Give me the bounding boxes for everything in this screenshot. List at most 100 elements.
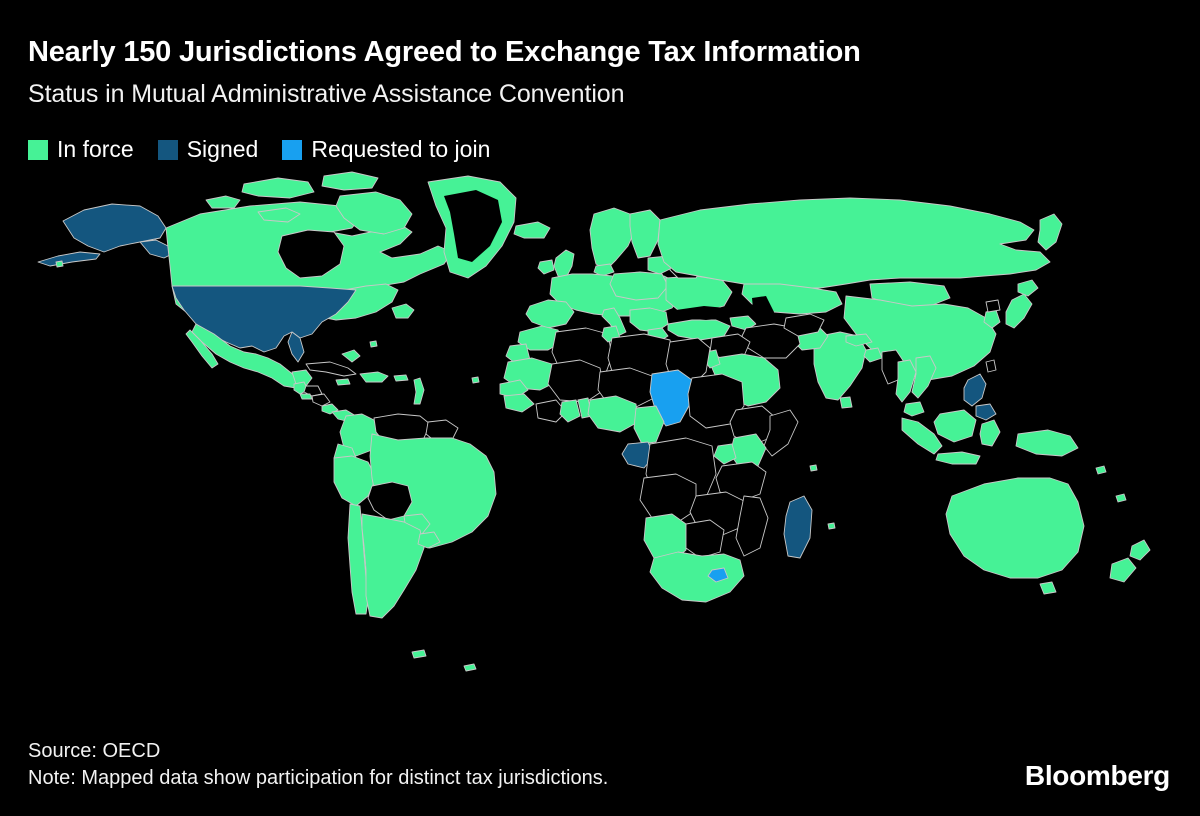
region-hawaii[interactable] bbox=[55, 260, 64, 268]
region-papua-new-guinea[interactable] bbox=[1015, 429, 1079, 457]
region-chad[interactable] bbox=[649, 369, 693, 427]
region-mali bbox=[547, 359, 605, 403]
region-iceland[interactable] bbox=[513, 221, 551, 239]
page-title: Nearly 150 Jurisdictions Agreed to Excha… bbox=[28, 36, 861, 68]
region-denmark[interactable] bbox=[593, 263, 615, 277]
region-united-kingdom[interactable] bbox=[553, 249, 575, 279]
region-yucatan[interactable] bbox=[291, 369, 313, 387]
region-lesser-antilles[interactable] bbox=[413, 377, 425, 405]
region-finland[interactable] bbox=[629, 209, 661, 259]
footer-notes: Source: OECD Note: Mapped data show part… bbox=[28, 738, 608, 792]
region-sri-lanka[interactable] bbox=[839, 396, 853, 409]
region-baffin[interactable] bbox=[335, 191, 413, 235]
region-cabo-verde[interactable] bbox=[471, 376, 480, 384]
region-greenland-interior bbox=[444, 190, 502, 262]
region-thailand[interactable] bbox=[895, 359, 917, 403]
region-tasmania[interactable] bbox=[1039, 581, 1057, 595]
legend-label-requested: Requested to join bbox=[311, 136, 491, 162]
world-map[interactable] bbox=[0, 166, 1200, 716]
region-malaysia[interactable] bbox=[903, 401, 925, 417]
region-philippines-south[interactable] bbox=[975, 403, 997, 421]
region-pacific-islands-1[interactable] bbox=[1095, 465, 1107, 475]
region-argentina[interactable] bbox=[361, 513, 425, 619]
legend-label-in-force: In force bbox=[57, 136, 134, 162]
region-guinea-sl[interactable] bbox=[503, 393, 535, 413]
region-hokkaido[interactable] bbox=[1017, 279, 1039, 297]
region-bahamas[interactable] bbox=[341, 349, 361, 363]
region-uganda[interactable] bbox=[713, 443, 737, 465]
region-bermuda[interactable] bbox=[369, 340, 378, 348]
region-botswana bbox=[685, 519, 725, 559]
region-south-georgia[interactable] bbox=[463, 663, 477, 672]
region-norway-sweden[interactable] bbox=[589, 207, 637, 271]
region-black-sea bbox=[676, 306, 728, 320]
region-hudson-bay bbox=[277, 229, 345, 279]
region-java[interactable] bbox=[935, 451, 981, 465]
region-peru[interactable] bbox=[333, 455, 377, 507]
region-borneo[interactable] bbox=[933, 409, 977, 443]
region-somalia bbox=[763, 409, 799, 457]
region-gabon[interactable] bbox=[621, 441, 655, 469]
region-afghanistan bbox=[783, 313, 825, 337]
region-vietnam[interactable] bbox=[911, 355, 937, 399]
region-mozambique bbox=[735, 495, 769, 557]
region-bangladesh[interactable] bbox=[863, 347, 883, 363]
region-australia[interactable] bbox=[945, 477, 1085, 579]
map-legend: In force Signed Requested to join bbox=[28, 138, 514, 161]
region-poland-germany[interactable] bbox=[609, 271, 669, 301]
region-cuba bbox=[305, 361, 357, 377]
region-hispaniola[interactable] bbox=[359, 371, 389, 383]
legend-swatch-in-force-icon bbox=[28, 139, 48, 160]
footer-note: Note: Mapped data show participation for… bbox=[28, 767, 609, 789]
region-philippines[interactable] bbox=[963, 373, 987, 407]
bloomberg-logo: Bloomberg bbox=[1024, 760, 1170, 791]
region-pacific-islands-2[interactable] bbox=[1115, 493, 1127, 503]
region-puerto-rico[interactable] bbox=[393, 374, 409, 382]
region-canada-arctic-1[interactable] bbox=[241, 177, 315, 199]
legend-label-signed: Signed bbox=[186, 136, 259, 162]
region-canada-arctic-3[interactable] bbox=[205, 195, 241, 209]
region-canada-arctic-4[interactable] bbox=[257, 207, 301, 223]
legend-swatch-signed-icon bbox=[157, 139, 178, 160]
region-nigeria[interactable] bbox=[587, 395, 639, 433]
region-falklands[interactable] bbox=[411, 649, 427, 659]
region-alaska[interactable] bbox=[62, 203, 167, 253]
legend-item-signed[interactable]: Signed bbox=[157, 136, 259, 162]
region-seychelles[interactable] bbox=[809, 464, 818, 472]
legend-item-in-force[interactable]: In force bbox=[28, 138, 134, 161]
world-map-svg bbox=[0, 166, 1200, 716]
region-south-africa[interactable] bbox=[649, 551, 745, 603]
region-ireland[interactable] bbox=[537, 259, 555, 275]
region-ghana[interactable] bbox=[559, 399, 581, 423]
region-mauritius[interactable] bbox=[827, 522, 836, 530]
region-canada-arctic-2[interactable] bbox=[321, 171, 379, 191]
region-madagascar[interactable] bbox=[783, 495, 813, 559]
region-aleutians[interactable] bbox=[37, 251, 101, 267]
region-japan[interactable] bbox=[1005, 293, 1033, 329]
region-angola bbox=[639, 473, 697, 523]
region-jamaica[interactable] bbox=[335, 378, 351, 386]
region-ivory-coast bbox=[535, 399, 567, 423]
region-italy[interactable] bbox=[601, 307, 627, 337]
region-lesotho[interactable] bbox=[707, 567, 729, 583]
region-baja-california[interactable] bbox=[185, 329, 219, 369]
region-new-zealand-s[interactable] bbox=[1109, 557, 1137, 583]
region-uruguay[interactable] bbox=[417, 531, 441, 549]
legend-swatch-requested-icon bbox=[282, 139, 303, 160]
region-florida[interactable] bbox=[287, 331, 305, 363]
region-new-zealand-n[interactable] bbox=[1129, 539, 1151, 561]
region-el-salvador[interactable] bbox=[299, 393, 313, 400]
legend-item-requested[interactable]: Requested to join bbox=[282, 138, 490, 161]
region-newfoundland[interactable] bbox=[391, 303, 415, 319]
region-iberia[interactable] bbox=[525, 299, 575, 329]
region-sumatra[interactable] bbox=[901, 417, 943, 455]
region-cameroon[interactable] bbox=[633, 405, 665, 445]
region-sudan bbox=[687, 373, 745, 429]
footer-source: Source: OECD bbox=[28, 740, 161, 762]
region-nepal-bhutan[interactable] bbox=[845, 333, 873, 347]
region-sulawesi[interactable] bbox=[979, 419, 1001, 447]
region-romania-ukraine[interactable] bbox=[665, 275, 733, 313]
region-russia[interactable] bbox=[657, 197, 1051, 289]
region-kamchatka[interactable] bbox=[1037, 213, 1063, 251]
